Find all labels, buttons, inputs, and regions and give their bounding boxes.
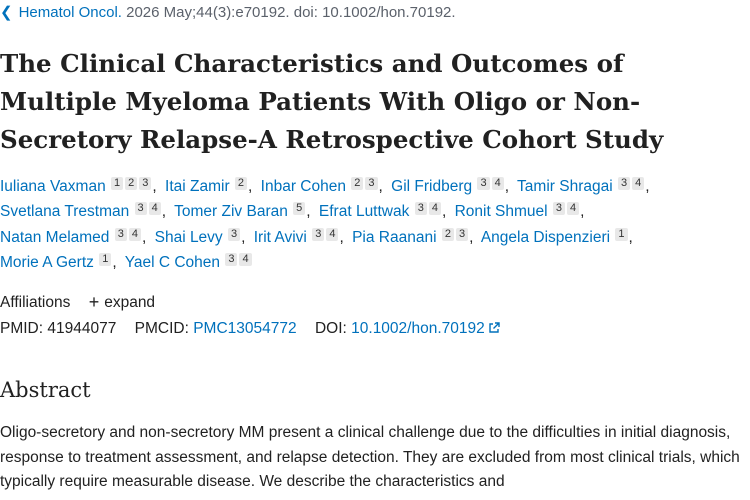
author-link[interactable]: Inbar Cohen [260,178,346,195]
author-separator: , [339,228,344,246]
author-separator: , [306,203,311,221]
affiliation-number[interactable]: 3 [225,252,238,266]
author-separator: , [141,228,147,246]
affiliations-row: Affiliations + expand [0,292,155,313]
affiliation-number[interactable]: 4 [567,202,580,216]
author-link[interactable]: Itai Zamir [165,178,230,195]
author-link[interactable]: Shai Levy [154,228,223,246]
chevron-left-icon[interactable]: ❮ [0,4,13,21]
affiliation-number[interactable]: 4 [148,202,161,216]
author-link[interactable]: Tomer Ziv Baran [174,203,288,221]
author-separator: , [248,178,253,195]
expand-label: expand [104,294,156,311]
affiliation-number[interactable]: 3 [455,227,469,241]
author-separator: , [441,203,447,221]
author-link[interactable]: Natan Melamed [0,228,110,246]
author-link[interactable]: Angela Dispenzieri [480,228,611,246]
affiliation-number[interactable]: 3 [365,177,378,190]
affiliation-number[interactable]: 4 [632,177,645,190]
affiliation-number[interactable]: 3 [134,202,147,216]
pmcid-label: PMCID: [134,320,189,337]
author-link[interactable]: Gil Fridberg [391,178,473,195]
plus-icon: + [88,292,100,312]
affiliation-number[interactable]: 1 [615,227,628,241]
affiliation-number[interactable]: 5 [293,202,306,216]
affiliations-expand-button[interactable]: + expand [88,292,156,312]
doi-label: DOI: [314,320,347,337]
affiliation-number[interactable]: 3 [312,227,325,241]
affiliation-number[interactable]: 4 [239,252,252,266]
author-link[interactable]: Iuliana Vaxman [0,178,106,195]
author-link[interactable]: Efrat Luttwak [318,203,410,221]
affiliation-number[interactable]: 3 [414,202,427,216]
author-separator: , [628,228,633,246]
abstract-heading: Abstract [0,378,91,402]
affiliation-number[interactable]: 3 [617,177,631,190]
citation-details: 2026 May;44(3):e70192. doi: 10.1002/hon.… [126,4,456,21]
doi-value: 10.1002/hon.70192 [351,320,485,337]
affiliation-number[interactable]: 4 [491,177,504,190]
author-link[interactable]: Svetlana Trestman [0,203,130,221]
affiliation-number[interactable]: 3 [228,227,241,241]
author-separator: , [504,178,510,195]
author-link[interactable]: Tamir Shragai [517,178,613,195]
journal-link[interactable]: Hematol Oncol. [18,4,122,21]
affiliation-number[interactable]: 2 [351,177,364,190]
affiliation-number[interactable]: 1 [99,252,112,266]
author-link[interactable]: Irit Avivi [253,228,307,246]
affiliation-number[interactable]: 1 [111,177,124,190]
doi-link[interactable]: 10.1002/hon.70192 [351,320,500,337]
affiliation-number[interactable]: 2 [234,177,248,190]
affiliation-number[interactable]: 3 [477,177,490,190]
author-link[interactable]: Morie A Gertz [0,253,94,271]
pmid-value: 41944077 [47,320,117,337]
author-separator: , [378,178,383,195]
author-separator: , [161,203,167,221]
citation-line: ❮ Hematol Oncol. 2026 May;44(3):e70192. d… [0,3,750,21]
pmid-label: PMID: [0,320,44,337]
affiliation-number[interactable]: 3 [139,177,152,190]
pmcid-link[interactable]: PMC13054772 [193,320,297,337]
affiliation-number[interactable]: 4 [428,202,441,216]
author-separator: , [580,203,585,221]
author-separator: , [112,253,117,271]
author-separator: , [469,228,474,246]
external-link-icon [489,322,500,333]
abstract-text: Oligo-secretory and non-secretory MM pre… [0,424,740,490]
identifiers-row: PMID: 41944077 PMCID: PMC13054772 DOI: 1… [0,320,500,338]
affiliation-number[interactable]: 4 [128,227,141,241]
author-separator: , [645,178,650,195]
affiliation-number[interactable]: 2 [441,227,454,241]
author-separator: , [152,178,157,195]
affiliation-number[interactable]: 3 [114,227,127,241]
affiliation-number[interactable]: 4 [326,227,339,241]
author-separator: , [241,228,246,246]
article-title: The Clinical Characteristics and Outcome… [0,49,664,154]
affiliation-number[interactable]: 2 [125,177,138,190]
author-link[interactable]: Ronit Shmuel [454,203,548,221]
author-link[interactable]: Pia Raanani [352,228,437,246]
affiliation-number[interactable]: 3 [552,202,566,216]
author-link[interactable]: Yael C Cohen [124,253,221,271]
affiliations-label: Affiliations [0,294,71,311]
